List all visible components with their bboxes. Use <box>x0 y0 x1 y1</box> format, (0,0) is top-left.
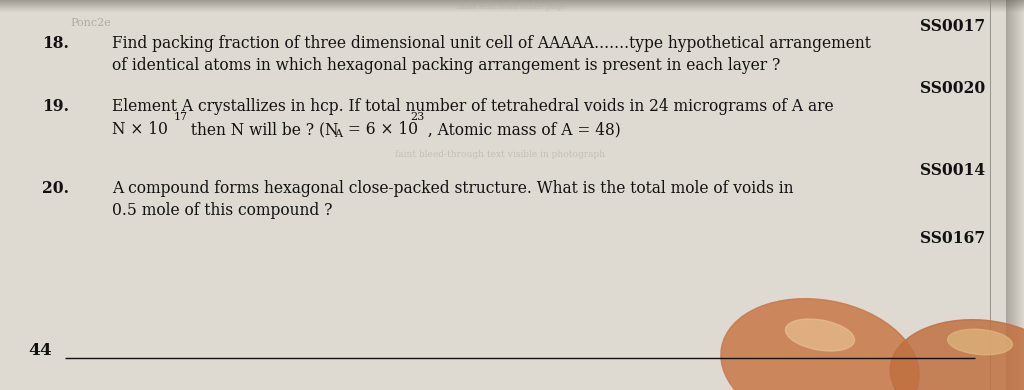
Ellipse shape <box>721 299 920 390</box>
Text: A: A <box>334 129 342 139</box>
Text: 44: 44 <box>28 342 52 359</box>
Text: faint bleed-through text visible in photograph: faint bleed-through text visible in phot… <box>395 150 605 159</box>
Text: N × 10: N × 10 <box>112 121 168 138</box>
Text: SS0017: SS0017 <box>920 18 985 35</box>
Text: SS0167: SS0167 <box>920 230 985 247</box>
Text: A compound forms hexagonal close-packed structure. What is the total mole of voi: A compound forms hexagonal close-packed … <box>112 180 794 197</box>
Text: = 6 × 10: = 6 × 10 <box>343 121 418 138</box>
Text: SS0014: SS0014 <box>920 162 985 179</box>
Text: SS0020: SS0020 <box>920 80 985 97</box>
Text: faint text from other page: faint text from other page <box>458 3 566 11</box>
Text: Element A crystallizes in hcp. If total number of tetrahedral voids in 24 microg: Element A crystallizes in hcp. If total … <box>112 98 834 115</box>
Text: , Atomic mass of A = 48): , Atomic mass of A = 48) <box>423 121 621 138</box>
Text: Find packing fraction of three dimensional unit cell of AAAAA.......type hypothe: Find packing fraction of three dimension… <box>112 35 870 52</box>
Text: 0.5 mole of this compound ?: 0.5 mole of this compound ? <box>112 202 333 219</box>
Ellipse shape <box>785 319 855 351</box>
Text: 19.: 19. <box>42 98 69 115</box>
Text: 20.: 20. <box>42 180 69 197</box>
Text: 23: 23 <box>410 112 424 122</box>
Text: 17: 17 <box>174 112 188 122</box>
Text: Ponc2e: Ponc2e <box>70 18 111 28</box>
Ellipse shape <box>947 329 1013 355</box>
Ellipse shape <box>890 320 1024 390</box>
Text: of identical atoms in which hexagonal packing arrangement is present in each lay: of identical atoms in which hexagonal pa… <box>112 57 780 74</box>
Text: 18.: 18. <box>42 35 69 52</box>
Text: then N will be ? (N: then N will be ? (N <box>186 121 339 138</box>
